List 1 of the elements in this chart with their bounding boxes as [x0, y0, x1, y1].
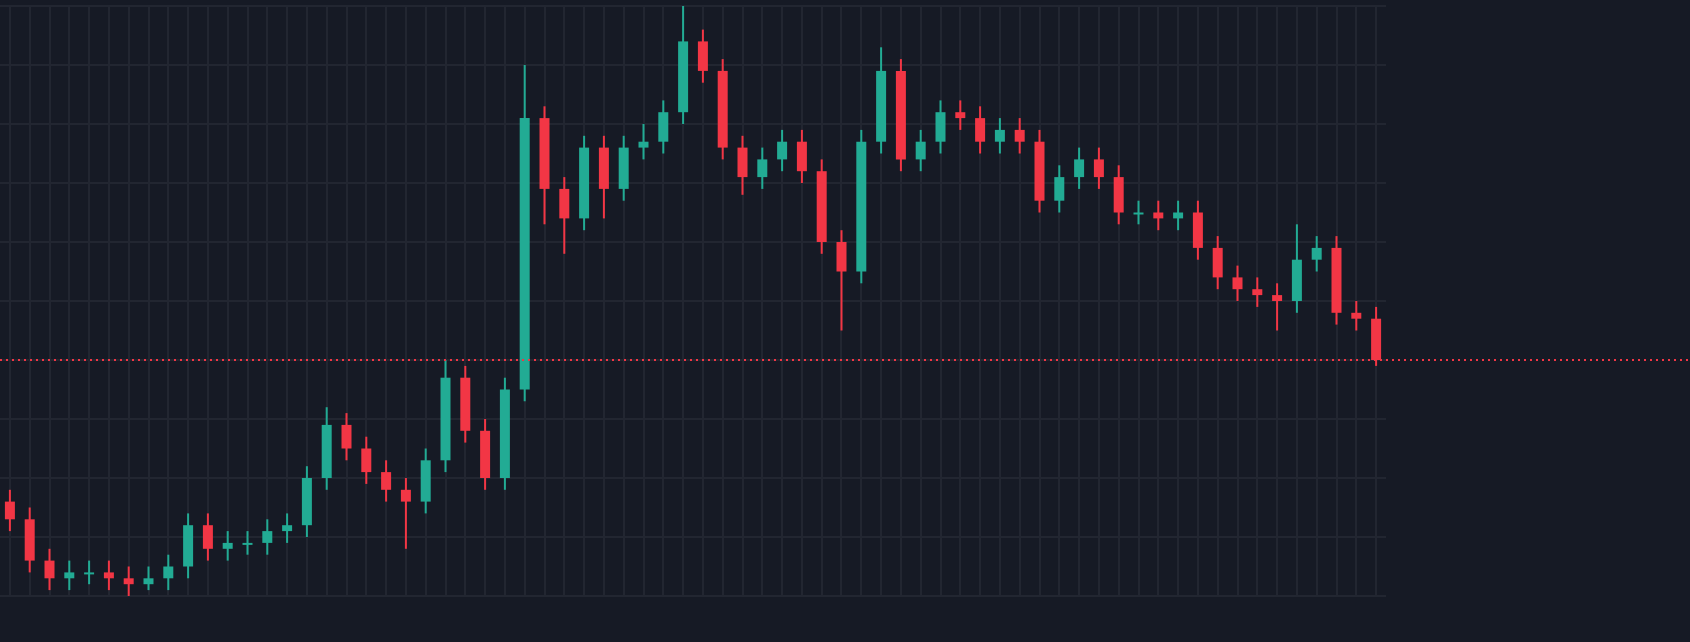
candlestick [242, 531, 253, 555]
